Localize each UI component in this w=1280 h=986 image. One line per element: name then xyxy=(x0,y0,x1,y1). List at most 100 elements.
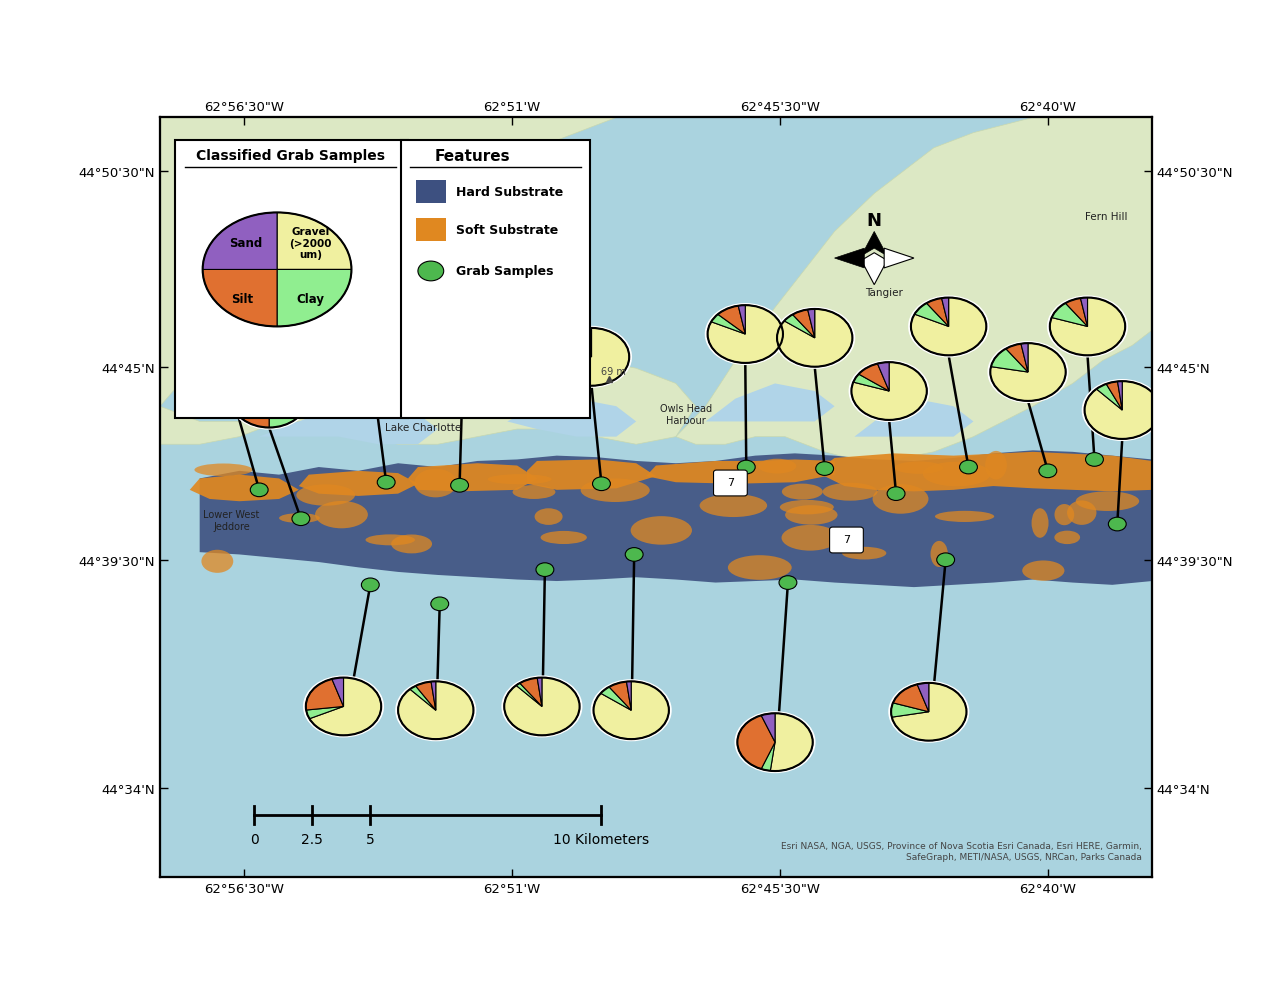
Wedge shape xyxy=(1050,298,1125,356)
Ellipse shape xyxy=(987,341,1069,403)
Wedge shape xyxy=(269,399,306,428)
Ellipse shape xyxy=(195,464,252,476)
Text: N: N xyxy=(867,212,882,230)
Circle shape xyxy=(1108,518,1126,531)
Wedge shape xyxy=(585,328,591,358)
Wedge shape xyxy=(338,326,374,354)
Wedge shape xyxy=(851,363,927,420)
Text: 7: 7 xyxy=(844,534,850,544)
Polygon shape xyxy=(300,471,417,496)
Wedge shape xyxy=(425,324,500,383)
Ellipse shape xyxy=(1075,492,1139,512)
Circle shape xyxy=(1085,454,1103,466)
Ellipse shape xyxy=(201,550,233,573)
Text: Silt: Silt xyxy=(232,293,253,306)
Wedge shape xyxy=(792,311,815,338)
Polygon shape xyxy=(259,407,438,445)
Wedge shape xyxy=(991,349,1028,373)
Ellipse shape xyxy=(1055,505,1074,526)
Wedge shape xyxy=(762,742,776,771)
Wedge shape xyxy=(1084,382,1160,440)
FancyBboxPatch shape xyxy=(175,141,408,418)
Ellipse shape xyxy=(197,209,357,331)
Wedge shape xyxy=(433,326,462,354)
Wedge shape xyxy=(1052,304,1088,327)
Text: 2.5: 2.5 xyxy=(301,832,323,846)
Ellipse shape xyxy=(297,485,355,506)
Ellipse shape xyxy=(934,512,995,523)
Ellipse shape xyxy=(700,495,767,518)
Ellipse shape xyxy=(631,517,692,545)
Wedge shape xyxy=(893,684,929,712)
Circle shape xyxy=(625,548,643,562)
Text: Owls Head
Harbour: Owls Head Harbour xyxy=(659,403,712,426)
FancyBboxPatch shape xyxy=(416,180,445,203)
Ellipse shape xyxy=(187,318,268,381)
Wedge shape xyxy=(712,315,745,334)
Ellipse shape xyxy=(780,500,833,515)
Wedge shape xyxy=(335,345,374,354)
Ellipse shape xyxy=(785,506,837,526)
Wedge shape xyxy=(362,324,374,354)
Wedge shape xyxy=(189,341,228,378)
Polygon shape xyxy=(408,463,538,492)
Ellipse shape xyxy=(931,541,947,568)
Wedge shape xyxy=(306,707,343,719)
Text: Hard Substrate: Hard Substrate xyxy=(456,185,563,198)
Wedge shape xyxy=(202,213,276,270)
Ellipse shape xyxy=(415,469,457,498)
Polygon shape xyxy=(861,232,887,256)
Ellipse shape xyxy=(422,322,503,385)
Wedge shape xyxy=(1006,344,1028,373)
Text: Gravel
(>2000
um): Gravel (>2000 um) xyxy=(289,227,332,260)
Text: Grab Samples: Grab Samples xyxy=(456,265,553,278)
Ellipse shape xyxy=(782,484,823,500)
Text: Soft Substrate: Soft Substrate xyxy=(456,224,558,237)
Wedge shape xyxy=(276,270,352,327)
Ellipse shape xyxy=(888,681,969,743)
Ellipse shape xyxy=(392,535,433,554)
Wedge shape xyxy=(516,683,541,707)
Wedge shape xyxy=(891,703,929,718)
Polygon shape xyxy=(835,248,864,268)
Ellipse shape xyxy=(986,452,1007,480)
Polygon shape xyxy=(705,384,835,422)
FancyBboxPatch shape xyxy=(829,528,863,553)
Ellipse shape xyxy=(1068,501,1097,526)
Ellipse shape xyxy=(581,479,650,503)
Ellipse shape xyxy=(279,514,320,524)
Wedge shape xyxy=(202,270,276,327)
Polygon shape xyxy=(527,459,657,490)
Text: Lower West
Jeddore: Lower West Jeddore xyxy=(204,510,260,531)
Ellipse shape xyxy=(923,462,991,487)
Polygon shape xyxy=(861,253,887,285)
Polygon shape xyxy=(855,399,973,437)
Ellipse shape xyxy=(590,679,672,741)
Wedge shape xyxy=(739,306,745,334)
Ellipse shape xyxy=(1082,380,1162,442)
Ellipse shape xyxy=(735,711,815,773)
Wedge shape xyxy=(1080,298,1088,327)
Circle shape xyxy=(417,262,444,282)
Polygon shape xyxy=(646,459,835,484)
Wedge shape xyxy=(785,316,815,338)
Wedge shape xyxy=(520,678,541,707)
Circle shape xyxy=(1039,464,1057,478)
Ellipse shape xyxy=(303,675,384,738)
Wedge shape xyxy=(777,310,852,368)
Wedge shape xyxy=(216,350,261,379)
Wedge shape xyxy=(451,324,462,354)
Circle shape xyxy=(887,487,905,501)
Wedge shape xyxy=(1021,344,1028,373)
Wedge shape xyxy=(808,310,815,338)
Ellipse shape xyxy=(895,462,943,474)
Wedge shape xyxy=(228,321,265,364)
Text: Tangier: Tangier xyxy=(865,288,904,298)
Polygon shape xyxy=(160,361,696,445)
Ellipse shape xyxy=(315,502,367,528)
Wedge shape xyxy=(991,344,1066,401)
Wedge shape xyxy=(233,371,269,399)
Wedge shape xyxy=(410,686,435,711)
Ellipse shape xyxy=(1047,296,1128,358)
Wedge shape xyxy=(538,677,541,707)
